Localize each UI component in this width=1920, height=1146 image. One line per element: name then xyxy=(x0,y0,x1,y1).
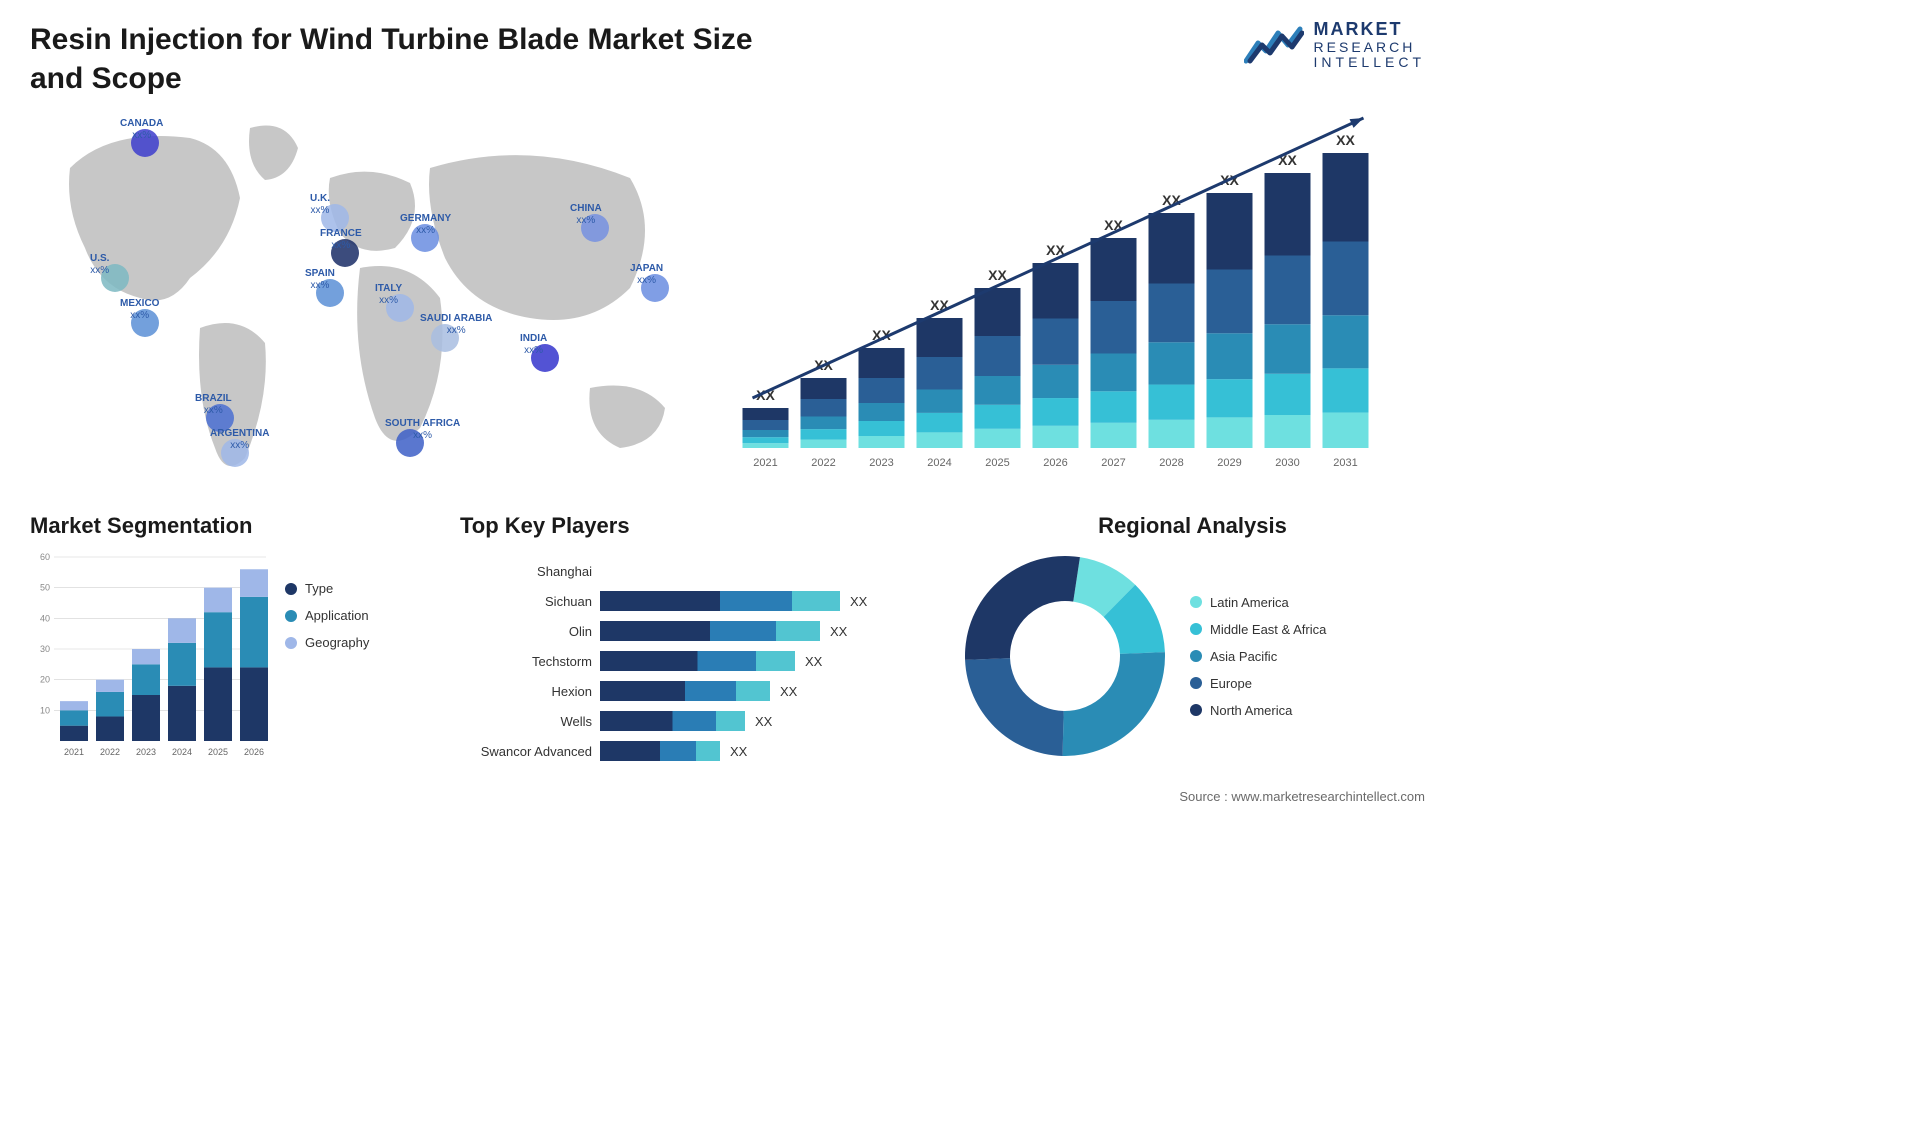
main-chart-svg: XX2021XX2022XX2023XX2024XX2025XX2026XX20… xyxy=(720,108,1425,488)
map-label: INDIAxx% xyxy=(520,333,547,357)
svg-text:2031: 2031 xyxy=(1333,457,1357,469)
regional-title: Regional Analysis xyxy=(960,513,1425,539)
svg-text:2022: 2022 xyxy=(100,747,120,757)
svg-text:30: 30 xyxy=(40,644,50,654)
world-map: CANADAxx% U.S.xx% MEXICOxx% BRAZILxx% ARGENT… xyxy=(30,108,690,488)
legend-item: Type xyxy=(285,581,369,596)
svg-text:2027: 2027 xyxy=(1101,457,1125,469)
svg-text:2023: 2023 xyxy=(136,747,156,757)
legend-item: North America xyxy=(1190,703,1326,718)
main-bar-chart: XX2021XX2022XX2023XX2024XX2025XX2026XX20… xyxy=(720,108,1425,488)
source-text: Source : www.marketresearchintellect.com xyxy=(1179,789,1425,804)
svg-text:XX: XX xyxy=(730,744,748,759)
map-label: MEXICOxx% xyxy=(120,298,159,322)
logo-mark-icon xyxy=(1244,25,1304,65)
segmentation-chart: 10 20 30 40 50 60 2021 2022 2023 2024 2025 2026 xyxy=(30,551,270,761)
legend-item: Europe xyxy=(1190,676,1326,691)
logo-text: MARKET RESEARCH INTELLECT xyxy=(1314,20,1425,71)
svg-text:2021: 2021 xyxy=(753,457,777,469)
map-label: CANADAxx% xyxy=(120,118,163,142)
segmentation-section: Market Segmentation 10 20 30 40 50 60 2021 2022… xyxy=(30,513,430,776)
svg-text:2023: 2023 xyxy=(869,457,893,469)
svg-text:2025: 2025 xyxy=(208,747,228,757)
players-section: Top Key Players Shanghai Sichuan XX Olin XX T… xyxy=(460,513,930,776)
svg-text:2026: 2026 xyxy=(1043,457,1067,469)
svg-text:Techstorm: Techstorm xyxy=(532,654,592,669)
map-label: JAPANxx% xyxy=(630,263,663,287)
logo-line-3: INTELLECT xyxy=(1314,55,1425,70)
svg-text:50: 50 xyxy=(40,583,50,593)
svg-text:2029: 2029 xyxy=(1217,457,1241,469)
legend-item: Latin America xyxy=(1190,595,1326,610)
svg-text:XX: XX xyxy=(780,684,798,699)
logo-line-2: RESEARCH xyxy=(1314,40,1425,55)
legend-item: Application xyxy=(285,608,369,623)
legend-item: Asia Pacific xyxy=(1190,649,1326,664)
page-title: Resin Injection for Wind Turbine Blade M… xyxy=(30,20,790,98)
svg-text:XX: XX xyxy=(1336,132,1355,148)
svg-text:2028: 2028 xyxy=(1159,457,1183,469)
regional-donut xyxy=(960,551,1170,761)
players-chart: Shanghai Sichuan XX Olin XX Techstorm XX Hexion… xyxy=(460,551,930,771)
map-label: SOUTH AFRICAxx% xyxy=(385,418,460,442)
logo-line-1: MARKET xyxy=(1314,20,1425,40)
svg-text:XX: XX xyxy=(988,267,1007,283)
svg-text:20: 20 xyxy=(40,675,50,685)
regional-legend: Latin America Middle East & Africa Asia Pa… xyxy=(1190,595,1326,718)
map-label: CHINAxx% xyxy=(570,203,602,227)
map-label: GERMANYxx% xyxy=(400,213,451,237)
svg-text:2025: 2025 xyxy=(985,457,1009,469)
segmentation-legend: Type Application Geography xyxy=(285,551,369,650)
svg-text:Sichuan: Sichuan xyxy=(545,594,592,609)
svg-text:XX: XX xyxy=(850,594,868,609)
map-label: ITALYxx% xyxy=(375,283,402,307)
svg-text:Shanghai: Shanghai xyxy=(537,564,592,579)
svg-text:60: 60 xyxy=(40,552,50,562)
header: Resin Injection for Wind Turbine Blade M… xyxy=(30,20,1425,98)
map-label: BRAZILxx% xyxy=(195,393,232,417)
svg-text:2030: 2030 xyxy=(1275,457,1299,469)
brand-logo: MARKET RESEARCH INTELLECT xyxy=(1244,20,1425,71)
regional-section: Regional Analysis Latin America Middle Ea… xyxy=(960,513,1425,776)
svg-text:XX: XX xyxy=(805,654,823,669)
map-label: SAUDI ARABIAxx% xyxy=(420,313,492,337)
legend-item: Geography xyxy=(285,635,369,650)
svg-text:Hexion: Hexion xyxy=(552,684,592,699)
svg-text:2021: 2021 xyxy=(64,747,84,757)
svg-text:40: 40 xyxy=(40,613,50,623)
svg-text:XX: XX xyxy=(830,624,848,639)
svg-text:2024: 2024 xyxy=(172,747,192,757)
players-title: Top Key Players xyxy=(460,513,930,539)
map-label: U.K.xx% xyxy=(310,193,330,217)
svg-text:2024: 2024 xyxy=(927,457,951,469)
svg-text:Olin: Olin xyxy=(569,624,592,639)
svg-text:2026: 2026 xyxy=(244,747,264,757)
svg-text:XX: XX xyxy=(755,714,773,729)
map-label: ARGENTINAxx% xyxy=(210,428,269,452)
map-label: U.S.xx% xyxy=(90,253,109,277)
segmentation-title: Market Segmentation xyxy=(30,513,430,539)
svg-text:Swancor Advanced: Swancor Advanced xyxy=(481,744,592,759)
svg-text:2022: 2022 xyxy=(811,457,835,469)
svg-text:10: 10 xyxy=(40,705,50,715)
map-label: SPAINxx% xyxy=(305,268,335,292)
svg-text:Wells: Wells xyxy=(560,714,592,729)
map-label: FRANCExx% xyxy=(320,228,362,252)
legend-item: Middle East & Africa xyxy=(1190,622,1326,637)
